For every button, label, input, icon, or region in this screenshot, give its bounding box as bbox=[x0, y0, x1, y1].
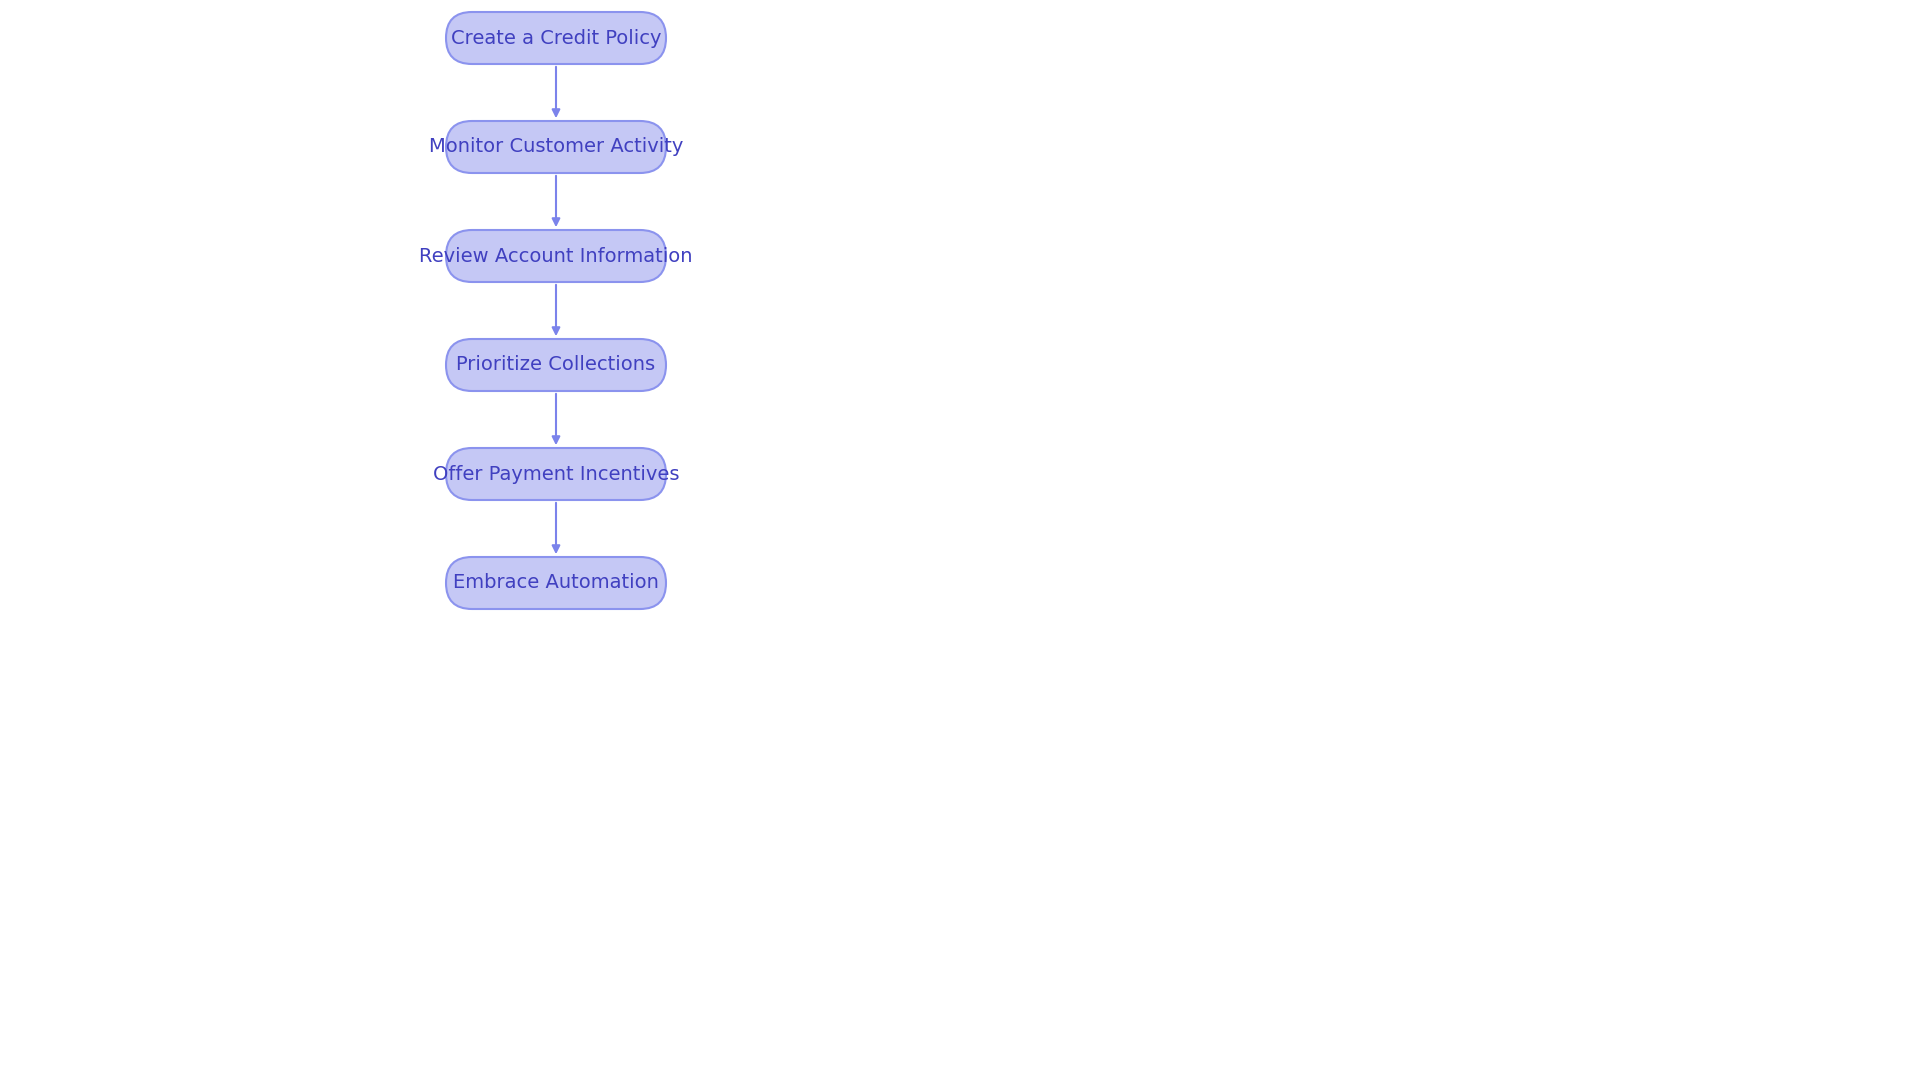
FancyBboxPatch shape bbox=[445, 121, 666, 173]
FancyBboxPatch shape bbox=[445, 339, 666, 391]
FancyBboxPatch shape bbox=[445, 448, 666, 500]
Text: Create a Credit Policy: Create a Credit Policy bbox=[451, 28, 660, 48]
Text: Prioritize Collections: Prioritize Collections bbox=[457, 355, 655, 375]
Text: Monitor Customer Activity: Monitor Customer Activity bbox=[428, 138, 684, 157]
FancyBboxPatch shape bbox=[445, 557, 666, 609]
Text: Review Account Information: Review Account Information bbox=[419, 247, 693, 265]
FancyBboxPatch shape bbox=[445, 12, 666, 64]
Text: Embrace Automation: Embrace Automation bbox=[453, 574, 659, 592]
FancyBboxPatch shape bbox=[445, 230, 666, 282]
Text: Offer Payment Incentives: Offer Payment Incentives bbox=[432, 465, 680, 483]
